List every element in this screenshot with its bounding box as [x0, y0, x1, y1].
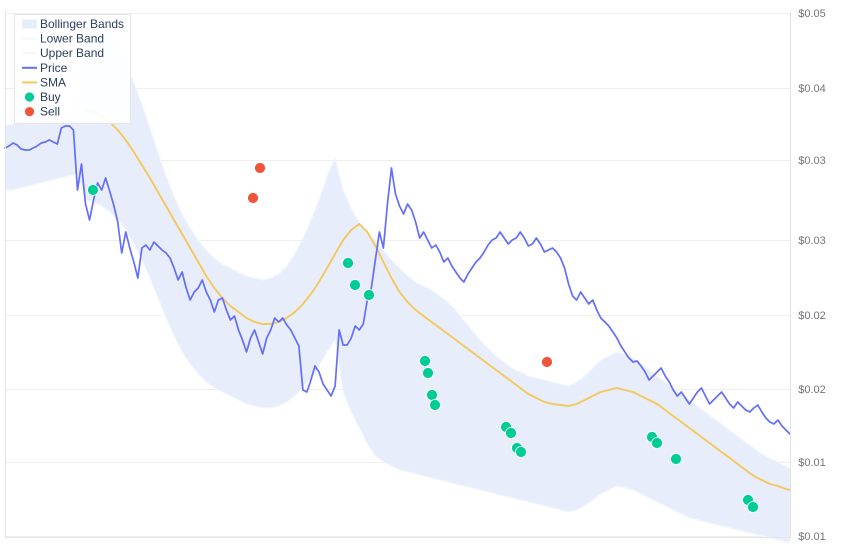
buy-marker-3[interactable] — [363, 289, 375, 301]
ytick-label-5: $0.02 — [798, 384, 826, 396]
legend-item-sma[interactable]: SMA — [22, 75, 66, 89]
sell-markers-group[interactable] — [247, 162, 553, 368]
legend-label-buy: Buy — [40, 90, 61, 104]
sell-marker-2[interactable] — [541, 356, 553, 368]
ytick-label-0: $0.05 — [798, 8, 826, 20]
buy-markers-group[interactable] — [87, 184, 759, 513]
legend-item-lower-band[interactable]: Lower Band — [22, 32, 104, 46]
sma-line — [84, 109, 791, 491]
sell-marker-0[interactable] — [254, 162, 266, 174]
bollinger-band-area — [5, 20, 790, 543]
bollinger-band-fill — [5, 20, 790, 543]
buy-marker-2[interactable] — [349, 279, 361, 291]
legend-label-sma: SMA — [40, 75, 66, 89]
ytick-label-7: $0.01 — [798, 531, 826, 543]
ytick-label-4: $0.02 — [798, 310, 826, 322]
legend-item-sell[interactable]: Sell — [24, 105, 60, 119]
legend-label-lower-band: Lower Band — [40, 32, 104, 46]
ytick-label-3: $0.03 — [798, 235, 826, 247]
legend-label-price: Price — [40, 61, 68, 75]
y-axis-tick-labels: $0.05 $0.04 $0.03 $0.03 $0.02 $0.02 $0.01 $0.01 — [798, 8, 826, 543]
upper-band-line — [4, 19, 791, 469]
legend-background — [14, 14, 131, 124]
buy-marker-1[interactable] — [342, 257, 354, 269]
buy-marker-5[interactable] — [422, 367, 434, 379]
buy-marker-14[interactable] — [670, 453, 682, 465]
legend-dot-sell — [24, 107, 35, 117]
ytick-label-2: $0.03 — [798, 155, 826, 167]
buy-marker-7[interactable] — [429, 399, 441, 411]
legend-dot-buy — [24, 92, 35, 102]
price-line — [4, 125, 791, 435]
legend-item-upper-band[interactable]: Upper Band — [22, 46, 104, 60]
legend-item-bollinger-bands[interactable]: Bollinger Bands — [22, 17, 124, 31]
buy-marker-11[interactable] — [515, 446, 527, 458]
buy-marker-4[interactable] — [419, 355, 431, 367]
legend-swatch-band — [22, 19, 37, 29]
buy-marker-16[interactable] — [747, 501, 759, 513]
buy-marker-9[interactable] — [505, 427, 517, 439]
legend-label-bollinger-bands: Bollinger Bands — [40, 17, 124, 31]
plot-frame — [5, 10, 791, 538]
sell-marker-1[interactable] — [247, 192, 259, 204]
buy-marker-6[interactable] — [426, 389, 438, 401]
ytick-label-1: $0.04 — [798, 83, 826, 95]
lower-band-line — [5, 173, 791, 544]
legend-label-upper-band: Upper Band — [40, 46, 104, 60]
legend-item-buy[interactable]: Buy — [24, 90, 61, 104]
legend-item-price[interactable]: Price — [22, 61, 68, 75]
ytick-label-6: $0.01 — [798, 457, 826, 469]
buy-marker-13[interactable] — [651, 437, 663, 449]
legend-label-sell: Sell — [40, 105, 60, 119]
buy-marker-0[interactable] — [87, 184, 99, 196]
